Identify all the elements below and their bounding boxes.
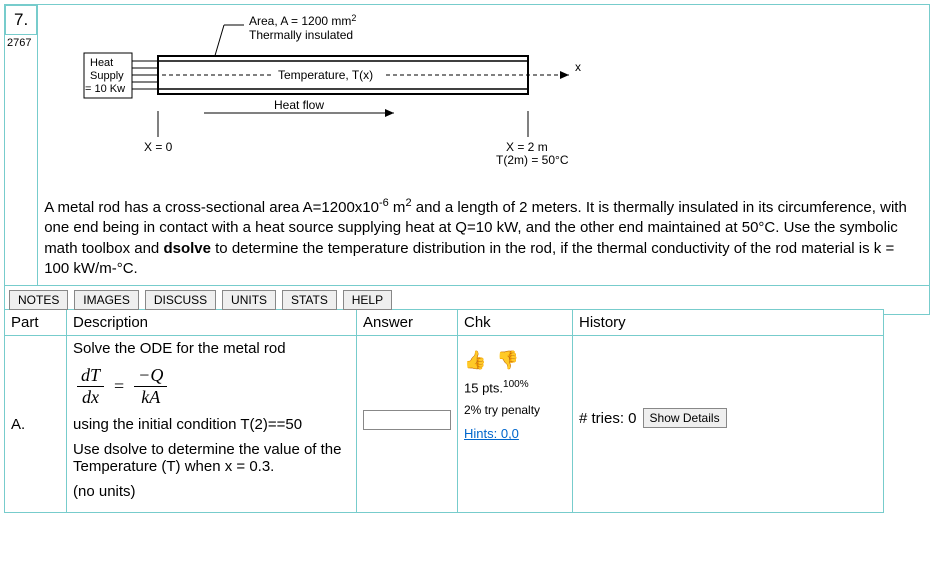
area-label: Area, A = 1200 mm2 xyxy=(249,13,356,28)
problem-text: A metal rod has a cross-sectional area A… xyxy=(44,196,923,279)
tab-images[interactable]: IMAGES xyxy=(74,290,139,310)
x-axis-label: x xyxy=(575,60,581,74)
tab-help[interactable]: HELP xyxy=(343,290,392,310)
t2-label: T(2m) = 50°C xyxy=(496,153,569,167)
tab-units[interactable]: UNITS xyxy=(222,290,276,310)
tries-count: # tries: 0 xyxy=(579,410,637,427)
desc-line4: (no units) xyxy=(73,483,350,500)
history-cell: # tries: 0 Show Details xyxy=(573,336,884,513)
desc-line1: Solve the ODE for the metal rod xyxy=(73,340,350,357)
tab-stats[interactable]: STATS xyxy=(282,290,337,310)
heat-l2: Supply xyxy=(90,70,124,82)
thumbs-up-icon[interactable]: 👍 xyxy=(464,350,486,370)
th-ans: Answer xyxy=(357,310,458,336)
diagram: Area, A = 1200 mm2 Thermally insulated H… xyxy=(44,11,923,184)
th-chk: Chk xyxy=(458,310,573,336)
answer-input[interactable] xyxy=(363,410,451,430)
x0-label: X = 0 xyxy=(144,140,173,154)
description-cell: Solve the ODE for the metal rod dTdx = −… xyxy=(67,336,357,513)
chk-cell: 👍 👎 15 pts.100% 2% try penalty Hints: 0,… xyxy=(458,336,573,513)
hints-link[interactable]: Hints: 0,0 xyxy=(464,426,519,441)
desc-line3: Use dsolve to determine the value of the… xyxy=(73,441,350,475)
th-hist: History xyxy=(573,310,884,336)
points-line: 15 pts.100% xyxy=(464,379,566,395)
thumbs-down-icon[interactable]: 👎 xyxy=(497,350,519,370)
part-label: A. xyxy=(5,336,67,513)
th-part: Part xyxy=(5,310,67,336)
desc-line2: using the initial condition T(2)==50 xyxy=(73,416,350,433)
tab-notes[interactable]: NOTES xyxy=(9,290,68,310)
temp-label: Temperature, T(x) xyxy=(278,68,373,82)
insulated-label: Thermally insulated xyxy=(249,28,353,42)
th-desc: Description xyxy=(67,310,357,336)
question-id: 2767 xyxy=(5,35,37,51)
answer-table: Part Description Answer Chk History A. S… xyxy=(4,309,884,513)
heat-l1: Heat xyxy=(90,57,113,69)
tab-discuss[interactable]: DISCUSS xyxy=(145,290,216,310)
heat-l3: = 10 Kw xyxy=(85,83,125,95)
question-number: 7. xyxy=(5,5,37,35)
penalty-line: 2% try penalty xyxy=(464,403,566,417)
equation: dTdx = −QkA xyxy=(73,365,350,408)
show-details-button[interactable]: Show Details xyxy=(643,408,727,428)
answer-cell xyxy=(357,336,458,513)
heat-flow-label: Heat flow xyxy=(274,98,324,112)
x2-label: X = 2 m xyxy=(506,140,548,154)
